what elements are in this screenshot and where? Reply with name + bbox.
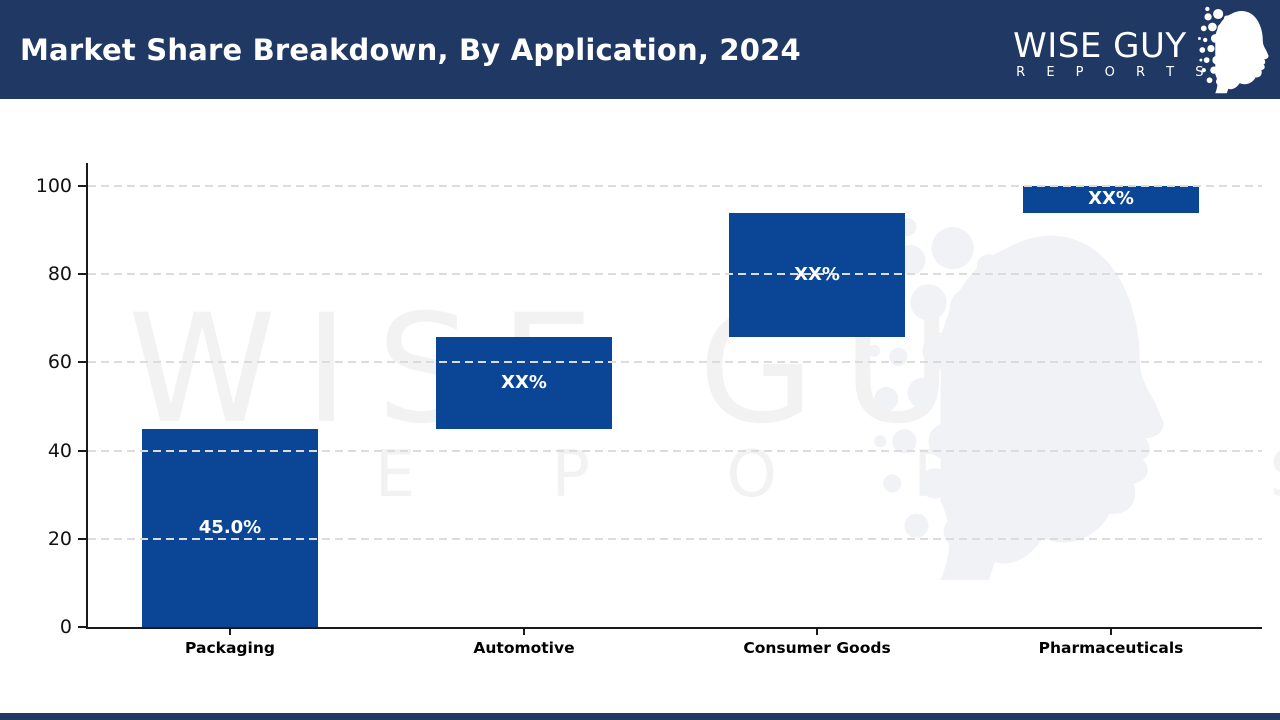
y-tick-label-0: 0 [59,616,72,638]
y-axis [86,163,88,629]
gridline-y40 [88,449,1262,452]
y-tick-40 [78,449,86,452]
bar-value-label-packaging: 45.0% [198,516,262,538]
y-tick-60 [78,361,86,364]
gridline-y80 [88,273,1262,276]
y-tick-80 [78,273,86,276]
x-category-label-pharmaceuticals: Pharmaceuticals [1038,639,1184,657]
x-category-label-automotive: Automotive [473,639,575,657]
x-tick-packaging [229,629,231,635]
logo-wordmark: WISE GUY R E P O R T S [1013,28,1212,80]
header-bar: Market Share Breakdown, By Application, … [0,0,1280,99]
logo-wordmark-secondary: R E P O R T S [1016,65,1212,80]
x-tick-consumer-goods [816,629,818,635]
gridline-y100 [88,185,1262,187]
y-tick-label-60: 60 [47,351,72,374]
logo-wordmark-primary: WISE GUY [1013,26,1187,66]
footer-bar [0,713,1280,720]
y-tick-label-80: 80 [47,263,72,286]
y-tick-label-40: 40 [47,439,72,462]
logo-head-icon [1198,6,1269,94]
bar-value-label-automotive: XX% [501,371,547,393]
wise-guy-reports-logo: WISE GUY R E P O R T S [1013,4,1270,94]
gridline-y60 [88,361,1262,364]
x-tick-automotive [523,629,525,635]
y-tick-100 [78,185,86,187]
x-category-label-consumer-goods: Consumer Goods [743,639,891,657]
y-tick-label-20: 20 [47,527,72,550]
chart-title: Market Share Breakdown, By Application, … [20,32,801,67]
y-tick-20 [78,537,86,540]
watermark-head-icon [868,218,1164,580]
bar-value-label-pharmaceuticals: XX% [1088,188,1134,209]
y-tick-label-100: 100 [35,175,72,197]
bar-pharmaceuticals: XX% [1023,186,1199,213]
bar-automotive: XX% [436,336,612,429]
x-tick-pharmaceuticals [1110,629,1112,635]
bar-packaging: 45.0% [142,428,318,627]
x-category-label-packaging: Packaging [185,639,275,657]
x-axis [86,627,1262,629]
gridline-y20 [88,537,1262,540]
y-tick-0 [78,626,86,628]
